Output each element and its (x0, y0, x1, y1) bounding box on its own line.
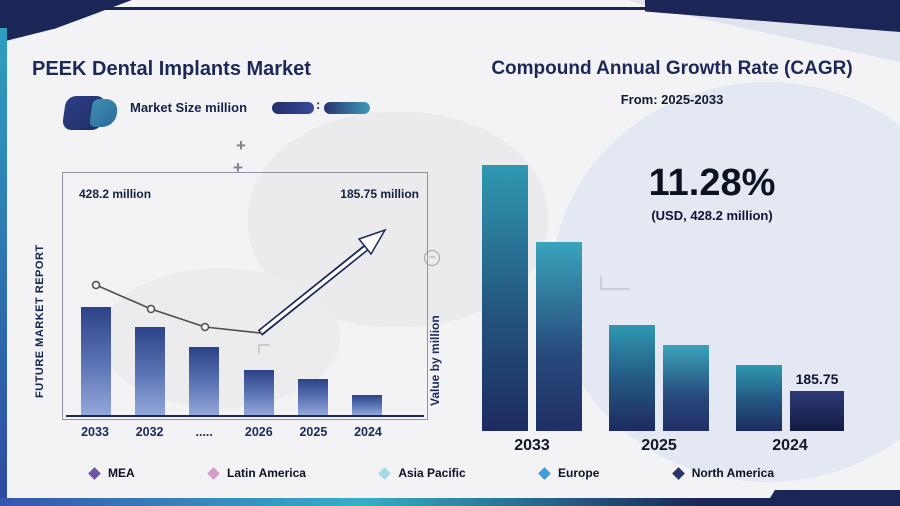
region-legend: MEA Latin America Asia Pacific Europe North … (88, 466, 774, 480)
market-size-x-label: 2032 (135, 425, 164, 439)
left-accent-bar (0, 28, 7, 506)
trend-line-arrow (91, 228, 387, 336)
value-by-million-axis-label: Value by million (428, 315, 442, 407)
legend-item-asia-pacific: Asia Pacific (378, 466, 466, 480)
market-size-legend-label: Market Size million (130, 100, 248, 115)
corner-decoration-top-left (0, 0, 132, 43)
cagr-bar-2024-primary (736, 365, 782, 431)
market-size-chart: 428.2 million 185.75 million (62, 172, 428, 420)
cagr-value: 11.28% (648, 162, 776, 204)
market-size-bar-2026 (243, 370, 274, 415)
cagr-group-bars (736, 160, 844, 431)
cagr-title: Compound Annual Growth Rate (CAGR) (491, 58, 853, 79)
market-size-x-label: 2033 (81, 425, 109, 439)
legend-label: Latin America (227, 466, 306, 480)
market-size-bar-2033 (81, 307, 111, 415)
legend-item-north-america: North America (671, 466, 774, 480)
market-size-x-label: ..... (195, 425, 213, 439)
decorative-corner-bracket (600, 276, 630, 290)
cagr-bar-2025-secondary (663, 345, 709, 431)
cagr-group-2033: 2033 (482, 160, 582, 455)
cagr-group-bars (482, 160, 582, 431)
annotation-2024-value: 185.75 million (340, 187, 419, 201)
legend-label: MEA (108, 466, 135, 480)
x-axis-line (66, 415, 424, 417)
cagr-bar-2025-primary (609, 325, 655, 431)
market-size-bar-2024 (351, 395, 382, 415)
cagr-group-2024: 2024 (736, 160, 844, 455)
legend-diamond-icon (671, 466, 685, 480)
cagr-bar-2033-secondary (536, 242, 582, 431)
corner-decoration-bottom-right (765, 490, 900, 506)
decorative-plus-icon: + (236, 136, 246, 155)
market-size-icon-disc-teal (89, 99, 119, 127)
legend-label: Asia Pacific (398, 466, 466, 480)
market-size-bar- (189, 347, 220, 415)
legend-label: North America (691, 466, 774, 480)
cagr-x-label: 2033 (514, 437, 550, 454)
legend-label: Europe (558, 466, 600, 480)
market-size-icon (61, 94, 122, 132)
decorative-minus-circle-icon: − (424, 250, 440, 266)
market-size-bars (81, 307, 382, 415)
legend-diamond-icon (378, 466, 392, 480)
decorative-colon: : (316, 97, 321, 112)
market-size-x-label: 2025 (299, 425, 328, 439)
market-size-bar-2032 (135, 327, 166, 415)
decorative-pill-right (324, 102, 370, 114)
page-title: PEEK Dental Implants Market (32, 58, 311, 80)
cagr-group-bars (609, 160, 709, 431)
cagr-bar-groups: 2033 2025 2024 (482, 160, 844, 455)
legend-diamond-icon (207, 466, 220, 480)
cagr-group-2025: 2025 (609, 160, 709, 455)
market-size-x-label: 2024 (354, 425, 382, 439)
legend-item-europe: Europe (538, 466, 600, 480)
market-size-x-labels: 2033 2032..... 2026 2025 2024 (62, 425, 428, 439)
legend-item-mea: MEA (88, 466, 135, 480)
market-size-bar-2025 (297, 379, 328, 415)
decorative-plus-icon: + (233, 158, 243, 177)
legend-diamond-icon (88, 466, 101, 480)
future-market-report-label: FUTURE MARKET REPORT (34, 244, 46, 398)
market-size-x-label: 2026 (244, 425, 273, 439)
cagr-x-label: 2024 (772, 437, 808, 454)
cagr-x-label: 2025 (641, 437, 677, 454)
decorative-corner-bracket (258, 344, 270, 354)
cagr-usd-note: (USD, 428.2 million) (651, 208, 773, 223)
value-label-2024: 185.75 (795, 371, 839, 387)
legend-diamond-icon (538, 466, 551, 480)
cagr-bar-2033-primary (482, 165, 528, 431)
cagr-bar-2024-secondary (790, 391, 844, 431)
bottom-accent-band (0, 498, 900, 506)
top-accent-line (0, 7, 665, 10)
cagr-period: From: 2025-2033 (620, 92, 724, 107)
annotation-2033-value: 428.2 million (79, 187, 152, 201)
decorative-pill-left (272, 102, 314, 114)
legend-item-latin-america: Latin America (207, 466, 306, 480)
